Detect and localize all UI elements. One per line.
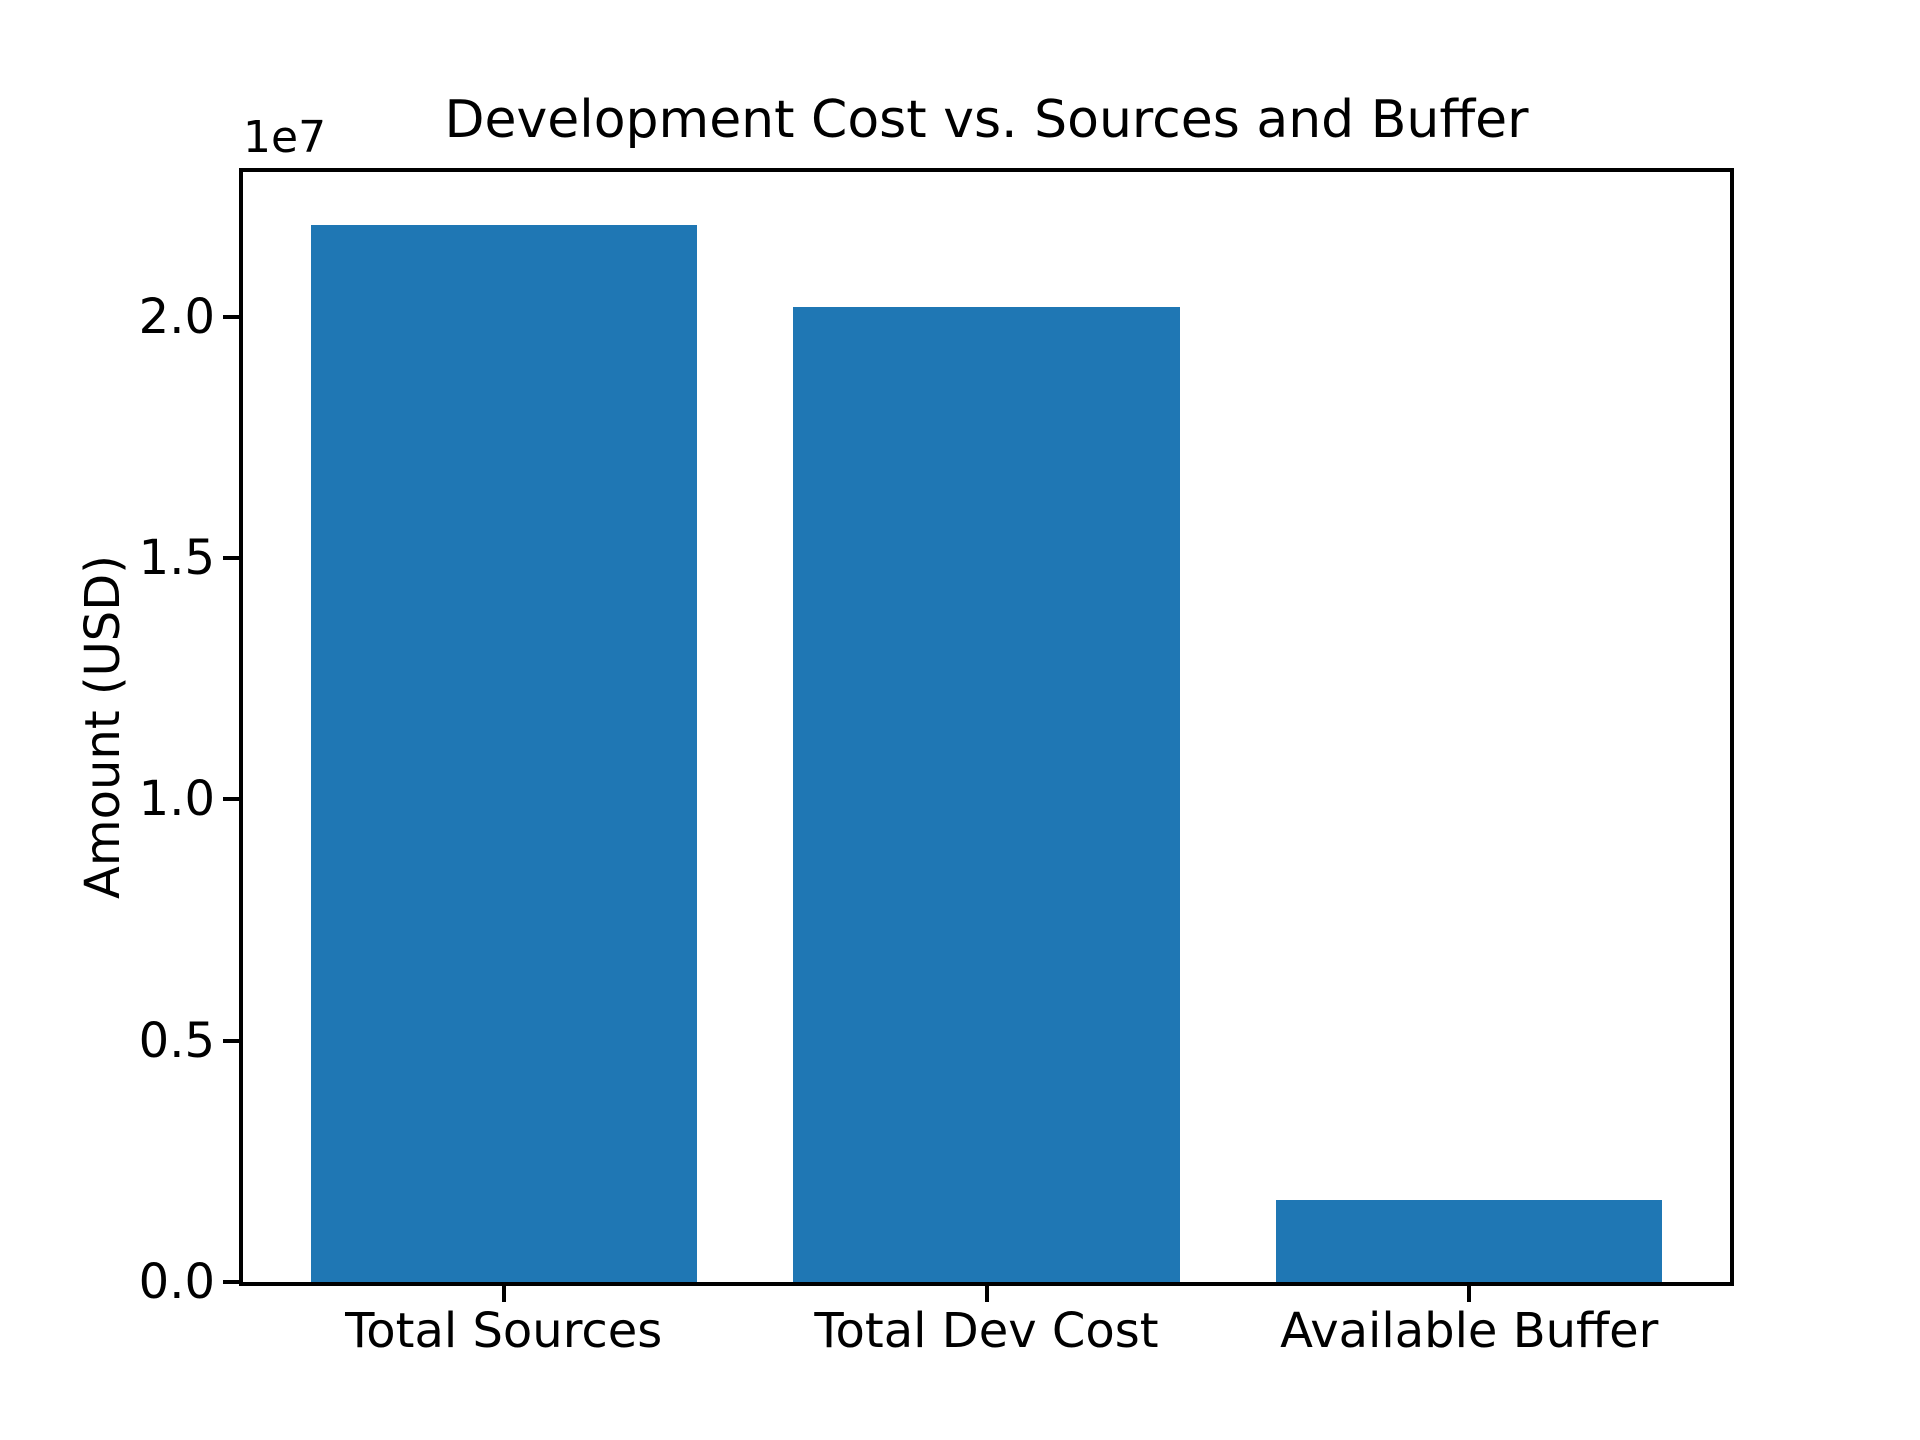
y-tick-mark [223, 1038, 239, 1043]
y-tick-label: 2.0 [138, 288, 215, 345]
x-tick-mark [1467, 1286, 1472, 1302]
bars-layer [243, 172, 1730, 1282]
bar-total-sources [310, 225, 697, 1282]
y-tick-mark [223, 797, 239, 802]
x-tick-mark [984, 1286, 989, 1302]
plot-area [239, 168, 1734, 1286]
bar-total-dev-cost [793, 307, 1180, 1282]
x-tick-label: Available Buffer [1280, 1303, 1659, 1359]
bar-available-buffer [1276, 1199, 1663, 1282]
x-tick-label: Total Sources [345, 1303, 663, 1359]
y-tick-mark [223, 556, 239, 561]
y-tick-label: 1.5 [138, 530, 215, 587]
y-tick-label: 1.0 [138, 771, 215, 828]
y-tick-label: 0.0 [138, 1254, 215, 1310]
chart-title: Development Cost vs. Sources and Buffer [444, 90, 1529, 150]
y-tick-mark [223, 314, 239, 319]
y-tick-label: 0.5 [138, 1012, 215, 1069]
y-tick-mark [223, 1280, 239, 1284]
x-tick-mark [501, 1286, 506, 1302]
y-axis-label: Amount (USD) [75, 555, 131, 899]
x-tick-label: Total Dev Cost [814, 1303, 1159, 1359]
y-axis-offset-label: 1e7 [243, 112, 327, 163]
